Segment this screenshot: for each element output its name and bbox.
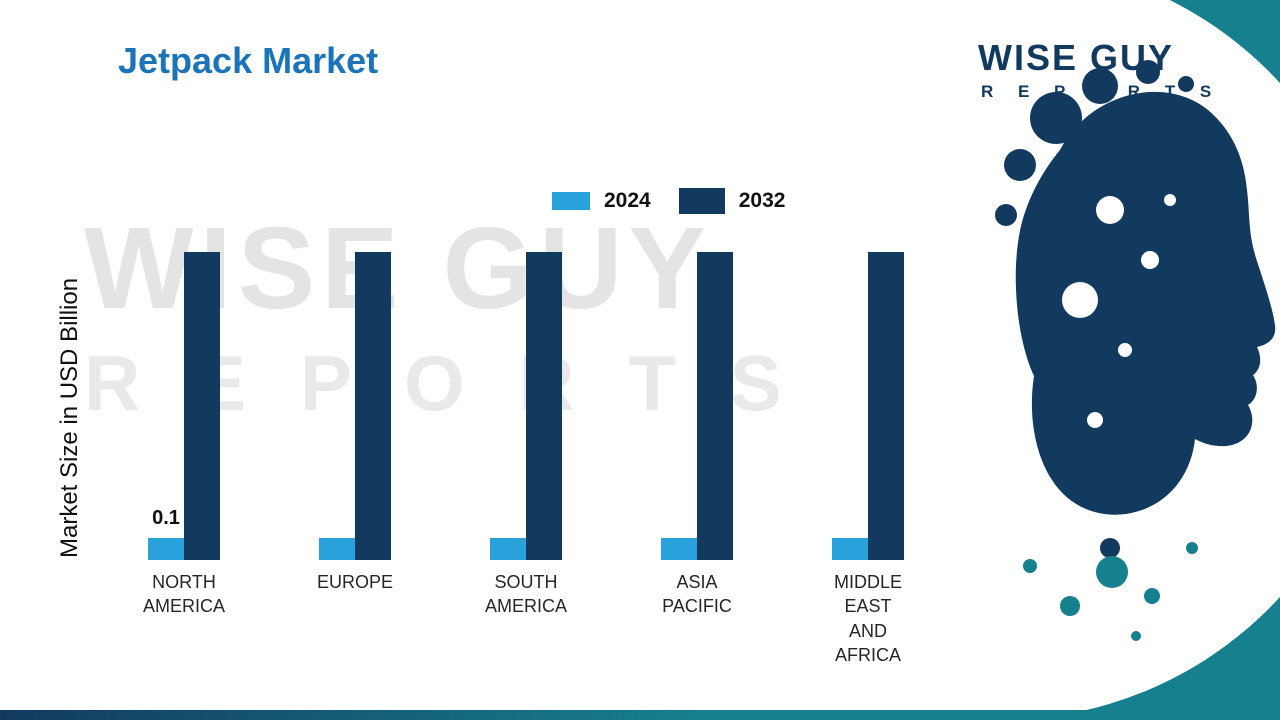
bar-2032-europe <box>355 252 391 560</box>
bar-2024-asia-pacific <box>661 538 697 560</box>
bar-col-2024-middle-east-and-africa <box>832 252 868 560</box>
plot-area: 0.1 NORTH AMERICA EUROPE SOUTH AMERICA ASIA PAC… <box>0 252 960 682</box>
page-title: Jetpack Market <box>118 40 379 81</box>
bar-2024-middle-east-and-africa <box>832 538 868 560</box>
legend-item-2032: 2032 <box>678 188 786 214</box>
bar-group-north-america: 0.1 NORTH AMERICA <box>94 252 274 619</box>
bar-group-south-america: SOUTH AMERICA <box>436 252 616 619</box>
bottom-accent-strip <box>0 710 1280 720</box>
category-label-europe: EUROPE <box>316 572 394 592</box>
bar-2024-south-america <box>490 538 526 560</box>
category-label-middle-east-and-africa: MIDDLE EAST AND AFRICA <box>833 572 902 665</box>
bar-col-2032-north-america <box>184 252 220 560</box>
legend-label-2024: 2024 <box>604 189 651 212</box>
logo-line1: WISE GUY <box>978 37 1175 78</box>
category-label-south-america: SOUTH AMERICA <box>484 572 567 617</box>
bars-south-america <box>436 252 616 560</box>
bars-europe <box>265 252 445 560</box>
logo-line2: R E P O R T S <box>981 82 1222 101</box>
legend-swatch-2024 <box>552 192 590 210</box>
wiseguy-logo-graphic <box>960 0 1280 720</box>
bars-asia-pacific <box>607 252 787 560</box>
bar-group-middle-east-and-africa: MIDDLE EAST AND AFRICA <box>778 252 958 667</box>
bar-2032-middle-east-and-africa <box>868 252 904 560</box>
bar-col-2032-europe <box>355 252 391 560</box>
bar-col-2024-north-america: 0.1 <box>148 252 184 560</box>
bar-group-asia-pacific: ASIA PACIFIC <box>607 252 787 619</box>
bar-col-2024-south-america <box>490 252 526 560</box>
bars-north-america: 0.1 <box>94 252 274 560</box>
bar-col-2024-europe <box>319 252 355 560</box>
wiseguy-logo-wordmark: WISE GUY R E P O R T S <box>978 40 1221 102</box>
bar-group-europe: EUROPE <box>265 252 445 594</box>
category-label-asia-pacific: ASIA PACIFIC <box>662 572 732 617</box>
bar-2024-europe <box>319 538 355 560</box>
bars-middle-east-and-africa <box>778 252 958 560</box>
bar-col-2024-asia-pacific <box>661 252 697 560</box>
category-label-north-america: NORTH AMERICA <box>142 572 225 617</box>
bar-col-2032-south-america <box>526 252 562 560</box>
legend-item-2024: 2024 <box>552 189 651 213</box>
bar-2032-north-america <box>184 252 220 560</box>
legend-swatch-2032 <box>678 188 725 214</box>
bar-2024-north-america <box>148 538 184 560</box>
bar-value-2024-north-america: 0.1 <box>152 507 180 529</box>
bar-2032-south-america <box>526 252 562 560</box>
bar-col-2032-middle-east-and-africa <box>868 252 904 560</box>
legend: 2024 2032 <box>552 188 785 214</box>
bar-2032-asia-pacific <box>697 252 733 560</box>
legend-label-2032: 2032 <box>738 189 786 212</box>
bar-col-2032-asia-pacific <box>697 252 733 560</box>
